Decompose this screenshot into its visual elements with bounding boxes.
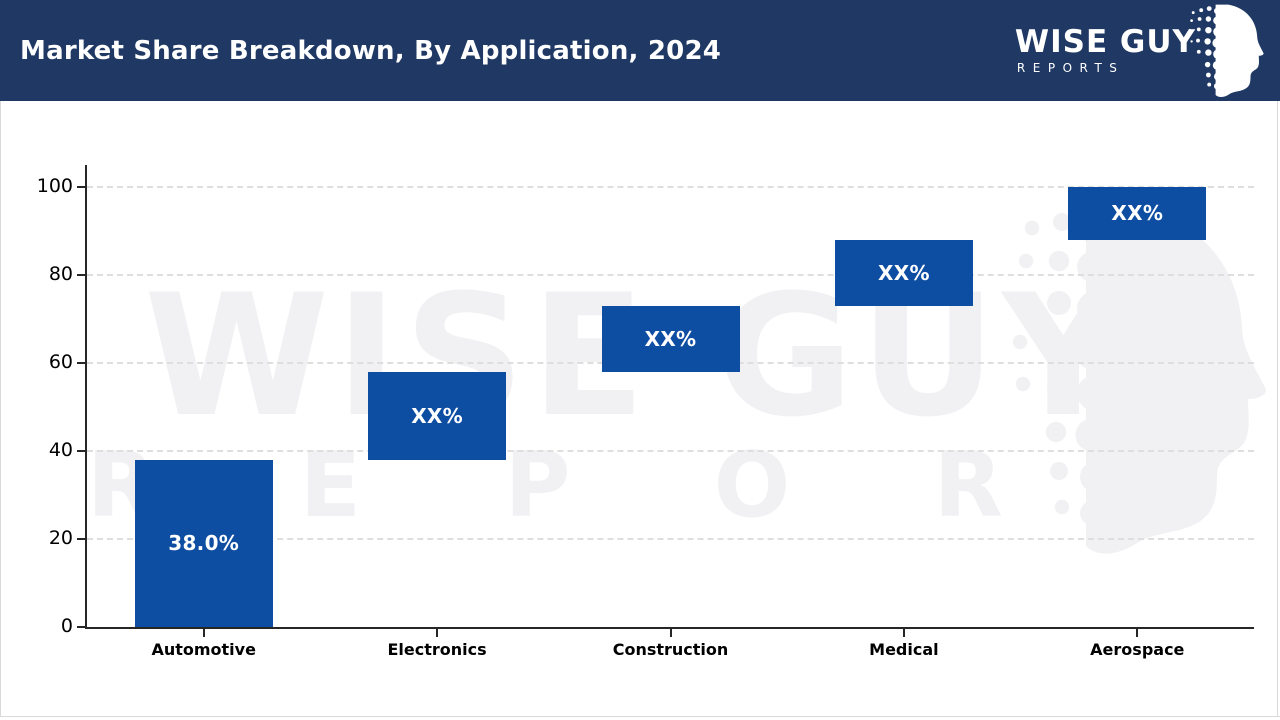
y-tick-60 bbox=[77, 362, 85, 364]
y-tick-100 bbox=[77, 186, 85, 188]
page-title: Market Share Breakdown, By Application, … bbox=[20, 35, 722, 66]
x-tick-label-aerospace: Aerospace bbox=[1090, 640, 1185, 659]
bar-label-aerospace: XX% bbox=[1111, 201, 1164, 226]
bar-label-electronics: XX% bbox=[411, 403, 463, 428]
logo-wordmark: WISE GUY bbox=[1014, 24, 1196, 60]
bar-label-medical: XX% bbox=[878, 260, 930, 285]
y-tick-label-100: 100 bbox=[36, 175, 73, 197]
x-tick-label-automotive: Automotive bbox=[151, 640, 256, 659]
x-axis bbox=[85, 627, 1254, 629]
x-tick-electronics bbox=[436, 629, 439, 637]
x-tick-automotive bbox=[202, 629, 205, 637]
gridline-100 bbox=[87, 186, 1254, 188]
x-tick-construction bbox=[669, 629, 672, 637]
gridline-20 bbox=[87, 538, 1254, 540]
y-tick-40 bbox=[77, 450, 85, 452]
bar-medical: XX% bbox=[834, 239, 973, 306]
x-tick-label-construction: Construction bbox=[612, 640, 729, 659]
header: Market Share Breakdown, By Application, … bbox=[0, 0, 1280, 101]
page-border-left bbox=[0, 101, 1, 717]
logo-face-icon bbox=[1188, 4, 1264, 97]
chart-area: WISE GUY R E P O R T S 02040608010038.0%… bbox=[0, 101, 1280, 717]
y-tick-label-0: 0 bbox=[60, 615, 73, 637]
bar-construction: XX% bbox=[601, 305, 740, 372]
page-border-bottom bbox=[0, 716, 1280, 717]
y-tick-label-80: 80 bbox=[48, 263, 73, 285]
bar-electronics: XX% bbox=[368, 371, 507, 460]
page-border-right bbox=[1277, 101, 1278, 717]
wise-guy-logo: WISE GUY REPORTS bbox=[1015, 0, 1272, 101]
y-tick-80 bbox=[77, 274, 85, 276]
watermark-face-icon bbox=[1012, 207, 1266, 554]
y-tick-label-60: 60 bbox=[48, 351, 73, 373]
gridline-80 bbox=[87, 274, 1254, 276]
x-tick-aerospace bbox=[1136, 629, 1139, 637]
y-tick-label-40: 40 bbox=[48, 439, 73, 461]
y-tick-label-20: 20 bbox=[48, 527, 73, 549]
gridline-40 bbox=[87, 450, 1254, 452]
y-tick-20 bbox=[77, 538, 85, 540]
bar-aerospace: XX% bbox=[1068, 187, 1207, 240]
bar-label-automotive: 38.0% bbox=[168, 531, 240, 556]
bar-automotive: 38.0% bbox=[134, 459, 273, 627]
y-tick-0 bbox=[77, 626, 85, 628]
logo-text: WISE GUY REPORTS bbox=[1015, 26, 1196, 75]
y-axis bbox=[85, 165, 87, 629]
bar-label-construction: XX% bbox=[644, 326, 697, 351]
x-tick-medical bbox=[902, 629, 905, 637]
x-tick-label-medical: Medical bbox=[869, 640, 939, 659]
x-tick-label-electronics: Electronics bbox=[387, 640, 487, 659]
logo-reports-text: REPORTS bbox=[1016, 61, 1125, 75]
